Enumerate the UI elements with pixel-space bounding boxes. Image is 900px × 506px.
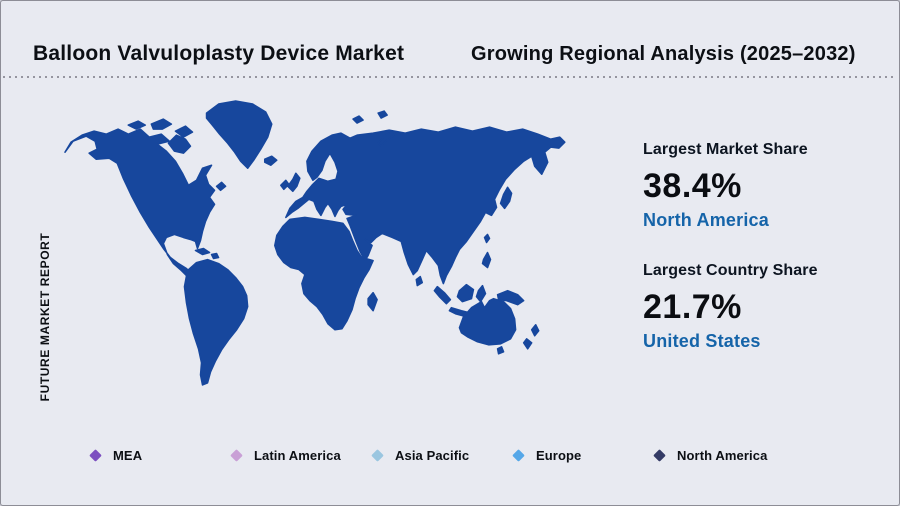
diamond-marker-icon bbox=[230, 449, 243, 462]
stat-country-share: Largest Country Share 21.7% United State… bbox=[643, 262, 893, 352]
legend-item-north-america: North America bbox=[653, 448, 796, 463]
legend-label: Europe bbox=[536, 448, 582, 463]
madagascar bbox=[367, 291, 378, 312]
continent-australia bbox=[458, 297, 517, 346]
legend-item-asia-pacific: Asia Pacific bbox=[371, 448, 514, 463]
legend: MEA Latin America Asia Pacific Europe No… bbox=[89, 448, 796, 463]
tasmania-new-zealand bbox=[496, 323, 540, 355]
legend-item-latin-america: Latin America bbox=[230, 448, 373, 463]
continent-south-america bbox=[183, 258, 249, 386]
stat-value: 38.4% bbox=[643, 167, 742, 205]
stat-label: Largest Market Share bbox=[643, 141, 808, 158]
taiwan-philippines bbox=[481, 233, 492, 269]
diamond-marker-icon bbox=[653, 449, 666, 462]
legend-label: Latin America bbox=[254, 448, 341, 463]
iceland bbox=[263, 155, 278, 166]
greenland bbox=[205, 100, 273, 170]
stat-value: 21.7% bbox=[643, 288, 742, 326]
sri-lanka bbox=[415, 275, 424, 287]
stat-region: North America bbox=[643, 210, 769, 230]
svalbard-novaya-zemlya bbox=[352, 110, 395, 147]
stat-market-share: Largest Market Share 38.4% North America bbox=[643, 141, 893, 231]
page-subtitle: Growing Regional Analysis (2025–2032) bbox=[471, 43, 856, 65]
continent-north-america bbox=[64, 128, 216, 280]
legend-item-europe: Europe bbox=[512, 448, 655, 463]
british-isles bbox=[280, 172, 301, 193]
page-title: Balloon Valvuloplasty Device Market bbox=[33, 42, 405, 65]
world-map bbox=[59, 91, 621, 402]
legend-label: North America bbox=[677, 448, 768, 463]
continents bbox=[64, 100, 566, 386]
arctic-islands bbox=[127, 118, 227, 192]
world-map-svg bbox=[64, 100, 566, 386]
brand-watermark: FUTURE MARKET REPORT bbox=[38, 232, 52, 402]
continent-eurasia bbox=[285, 126, 566, 285]
legend-label: Asia Pacific bbox=[395, 448, 470, 463]
stat-region: United States bbox=[643, 331, 761, 351]
dotted-divider bbox=[3, 76, 897, 78]
legend-item-mea: MEA bbox=[89, 448, 232, 463]
diamond-marker-icon bbox=[89, 449, 102, 462]
diamond-marker-icon bbox=[371, 449, 384, 462]
diamond-marker-icon bbox=[512, 449, 525, 462]
legend-label: MEA bbox=[113, 448, 143, 463]
continent-africa bbox=[274, 216, 374, 331]
caribbean-islands bbox=[194, 247, 220, 260]
japan bbox=[499, 186, 513, 210]
stat-label: Largest Country Share bbox=[643, 262, 818, 279]
